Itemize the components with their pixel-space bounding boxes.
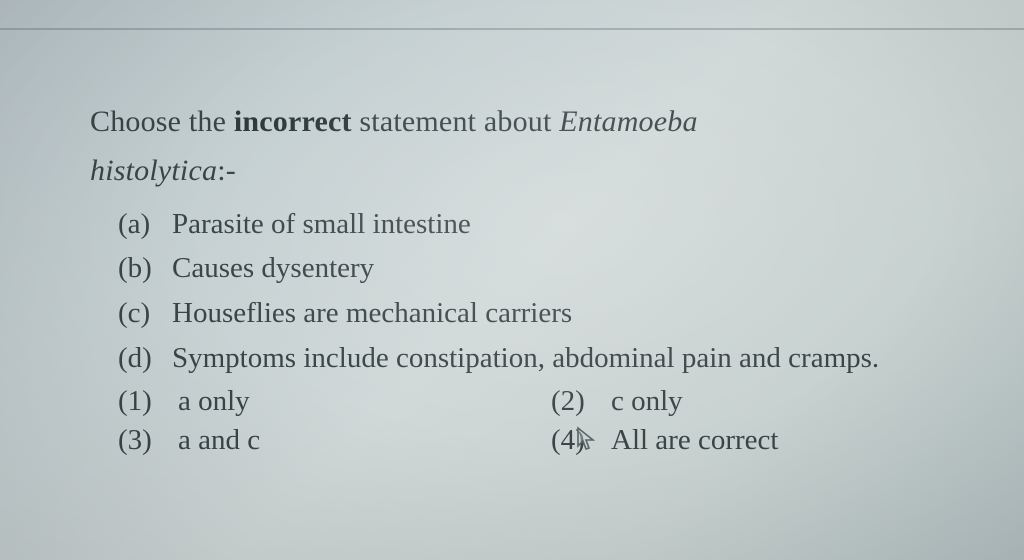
statement-marker: (d) xyxy=(118,336,172,381)
question-page: Choose the incorrect statement about Ent… xyxy=(0,0,1024,560)
answer-2: (2) c only xyxy=(551,385,944,418)
statement-marker: (b) xyxy=(118,246,172,291)
stem-italic-2: histolytica xyxy=(90,154,217,187)
statement-c: (c) Houseflies are mechanical carriers xyxy=(118,291,944,336)
stem-bold: incorrect xyxy=(234,105,352,138)
statement-marker: (c) xyxy=(118,291,172,336)
answers-grid: (1) a only (2) c only (3) a and c (4) Al… xyxy=(90,385,944,457)
answer-marker: (3) xyxy=(118,424,178,457)
statement-b: (b) Causes dysentery xyxy=(118,246,944,291)
answer-marker: (2) xyxy=(551,385,611,418)
answer-text: c only xyxy=(611,385,683,418)
answer-marker: (4) xyxy=(551,424,611,457)
answer-text: a and c xyxy=(178,424,260,457)
stem-mid: statement about xyxy=(352,105,560,138)
answer-3: (3) a and c xyxy=(118,424,511,457)
answer-1: (1) a only xyxy=(118,385,511,418)
stem-suffix: :- xyxy=(217,154,236,187)
statement-text: Causes dysentery xyxy=(172,246,944,291)
statement-text: Symptoms include constipation, abdominal… xyxy=(172,336,944,381)
question-stem: Choose the incorrect statement about Ent… xyxy=(90,100,944,144)
statement-marker: (a) xyxy=(118,202,172,247)
stem-italic: Entamoeba xyxy=(559,105,697,138)
statement-text: Houseflies are mechanical carriers xyxy=(172,291,944,336)
answer-4: (4) All are correct xyxy=(551,424,944,457)
statement-a: (a) Parasite of small intestine xyxy=(118,202,944,247)
statements-list: (a) Parasite of small intestine (b) Caus… xyxy=(90,202,944,382)
statement-text: Parasite of small intestine xyxy=(172,202,944,247)
answer-text: All are correct xyxy=(611,424,778,457)
answer-marker: (1) xyxy=(118,385,178,418)
stem-prefix: Choose the xyxy=(90,105,234,138)
answer-text: a only xyxy=(178,385,250,418)
question-stem-line2: histolytica:- xyxy=(90,154,944,188)
statement-d: (d) Symptoms include constipation, abdom… xyxy=(118,336,944,381)
